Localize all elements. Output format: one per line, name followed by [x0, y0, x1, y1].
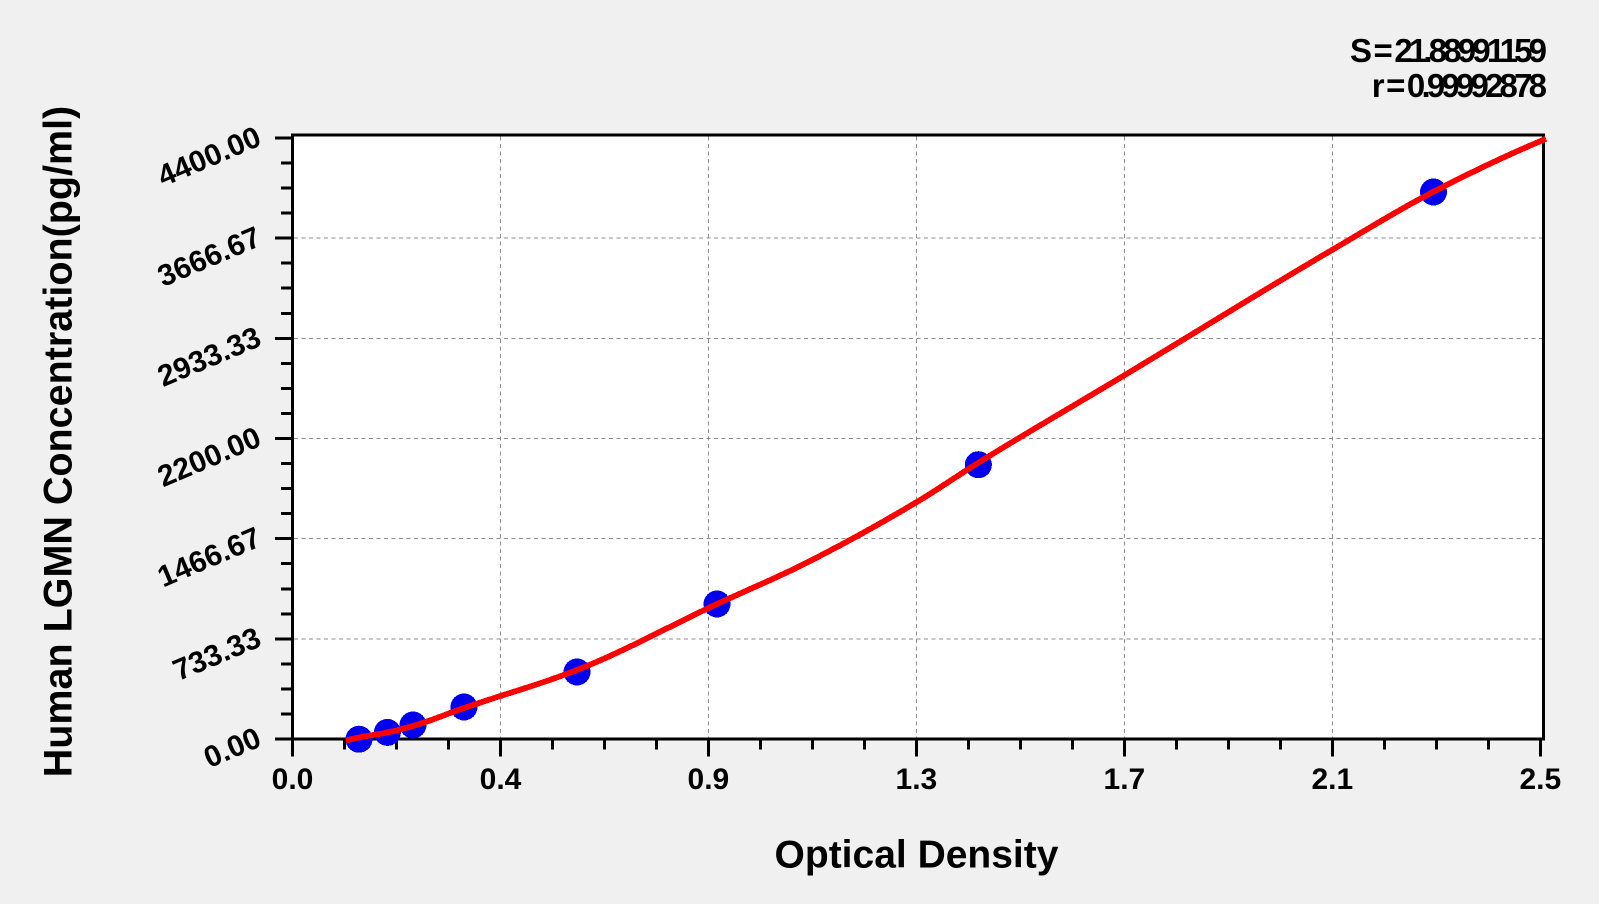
- svg-text:S = 21.88991159: S = 21.88991159: [1350, 32, 1547, 69]
- svg-text:0.9: 0.9: [688, 763, 730, 796]
- svg-text:0.0: 0.0: [272, 763, 314, 796]
- svg-text:Optical Density: Optical Density: [775, 834, 1059, 877]
- svg-text:r = 0.99992878: r = 0.99992878: [1372, 67, 1547, 104]
- svg-text:0.4: 0.4: [480, 763, 522, 796]
- svg-text:1.7: 1.7: [1104, 763, 1146, 796]
- svg-text:Human LGMN Concentration(pg/ml: Human LGMN Concentration(pg/ml): [37, 106, 81, 777]
- svg-text:1.3: 1.3: [896, 763, 938, 796]
- svg-text:2.1: 2.1: [1311, 763, 1353, 796]
- svg-text:2.5: 2.5: [1519, 763, 1561, 796]
